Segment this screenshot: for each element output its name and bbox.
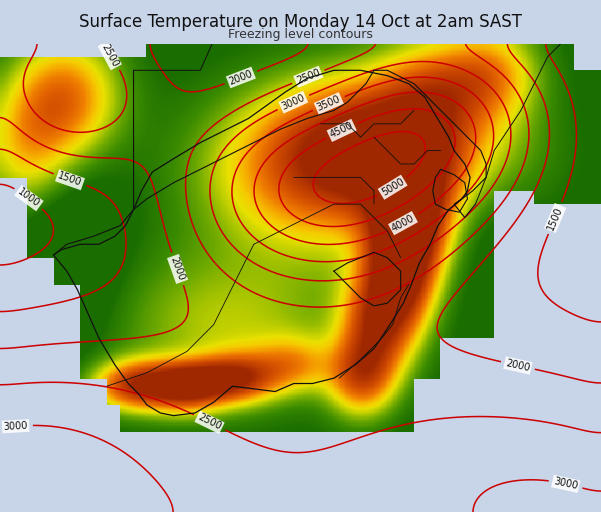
Text: 3000: 3000	[280, 93, 307, 112]
Text: 2500: 2500	[295, 68, 322, 86]
Text: 1000: 1000	[16, 187, 41, 209]
Text: 2000: 2000	[228, 69, 254, 87]
Text: 3000: 3000	[3, 420, 28, 432]
Text: 1500: 1500	[56, 171, 84, 188]
Text: 4000: 4000	[390, 213, 416, 233]
Text: Surface Temperature on Monday 14 Oct at 2am SAST: Surface Temperature on Monday 14 Oct at …	[79, 13, 522, 31]
Text: Freezing level contours: Freezing level contours	[228, 28, 373, 41]
Text: 5000: 5000	[379, 177, 406, 198]
Text: 2500: 2500	[197, 412, 223, 432]
Text: 2500: 2500	[100, 42, 120, 69]
Text: 4500: 4500	[328, 121, 355, 140]
Text: 3500: 3500	[316, 94, 342, 113]
Text: 3000: 3000	[553, 476, 579, 492]
Text: 2000: 2000	[169, 255, 186, 282]
Text: 2000: 2000	[505, 358, 531, 373]
Text: 1500: 1500	[546, 205, 564, 231]
